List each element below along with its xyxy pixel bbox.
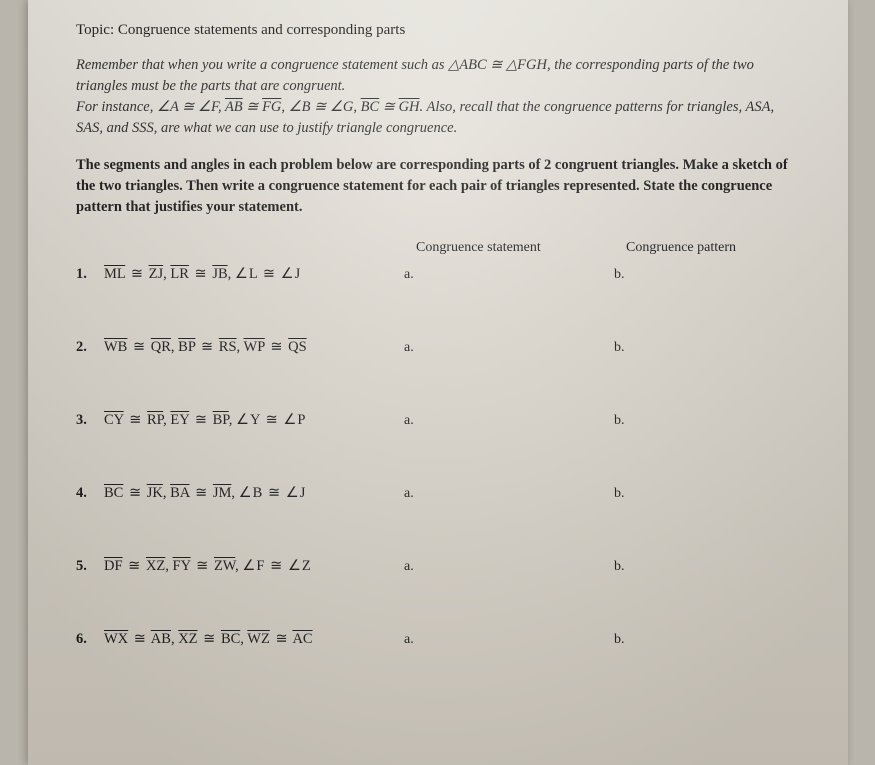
instructions: The segments and angles in each problem … <box>76 155 800 218</box>
problem-given: BC ≅ JK, BA ≅ JM, ∠B ≅ ∠J <box>104 485 404 502</box>
problem-number: 2. <box>76 339 104 356</box>
answer-b-label: b. <box>614 340 800 356</box>
problem-row: 3.CY ≅ RP, EY ≅ BP, ∠Y ≅ ∠Pa.b. <box>76 412 800 429</box>
problem-row: 4.BC ≅ JK, BA ≅ JM, ∠B ≅ ∠Ja.b. <box>76 485 800 502</box>
header-congruence-statement: Congruence statement <box>404 240 626 256</box>
problem-number: 6. <box>76 631 104 648</box>
problem-row: 1.ML ≅ ZJ, LR ≅ JB, ∠L ≅ ∠Ja.b. <box>76 266 800 283</box>
problem-number: 5. <box>76 558 104 575</box>
intro-paragraph: Remember that when you write a congruenc… <box>76 55 800 139</box>
problem-given: CY ≅ RP, EY ≅ BP, ∠Y ≅ ∠P <box>104 412 404 429</box>
answer-a-label: a. <box>404 632 614 648</box>
problem-number: 4. <box>76 485 104 502</box>
answer-a-label: a. <box>404 413 614 429</box>
column-headers: Congruence statement Congruence pattern <box>76 240 800 256</box>
answer-a-label: a. <box>404 559 614 575</box>
answer-a-label: a. <box>404 267 614 283</box>
header-congruence-pattern: Congruence pattern <box>626 240 800 256</box>
problem-number: 3. <box>76 412 104 429</box>
answer-b-label: b. <box>614 559 800 575</box>
worksheet-page: Topic: Congruence statements and corresp… <box>28 0 848 765</box>
answer-a-label: a. <box>404 340 614 356</box>
problem-row: 2.WB ≅ QR, BP ≅ RS, WP ≅ QSa.b. <box>76 339 800 356</box>
answer-b-label: b. <box>614 632 800 648</box>
problem-given: DF ≅ XZ, FY ≅ ZW, ∠F ≅ ∠Z <box>104 558 404 575</box>
problem-given: ML ≅ ZJ, LR ≅ JB, ∠L ≅ ∠J <box>104 266 404 283</box>
problem-number: 1. <box>76 266 104 283</box>
problem-given: WB ≅ QR, BP ≅ RS, WP ≅ QS <box>104 339 404 356</box>
problem-given: WX ≅ AB, XZ ≅ BC, WZ ≅ AC <box>104 631 404 648</box>
answer-b-label: b. <box>614 486 800 502</box>
header-spacer-given <box>104 240 404 256</box>
answer-b-label: b. <box>614 413 800 429</box>
topic-text: Congruence statements and corresponding … <box>118 22 405 38</box>
problem-list: 1.ML ≅ ZJ, LR ≅ JB, ∠L ≅ ∠Ja.b.2.WB ≅ QR… <box>76 266 800 648</box>
problem-row: 6.WX ≅ AB, XZ ≅ BC, WZ ≅ ACa.b. <box>76 631 800 648</box>
answer-b-label: b. <box>614 267 800 283</box>
header-spacer-num <box>76 240 104 256</box>
topic-label: Topic: <box>76 22 114 38</box>
problem-row: 5.DF ≅ XZ, FY ≅ ZW, ∠F ≅ ∠Za.b. <box>76 558 800 575</box>
topic-line: Topic: Congruence statements and corresp… <box>76 22 800 39</box>
answer-a-label: a. <box>404 486 614 502</box>
